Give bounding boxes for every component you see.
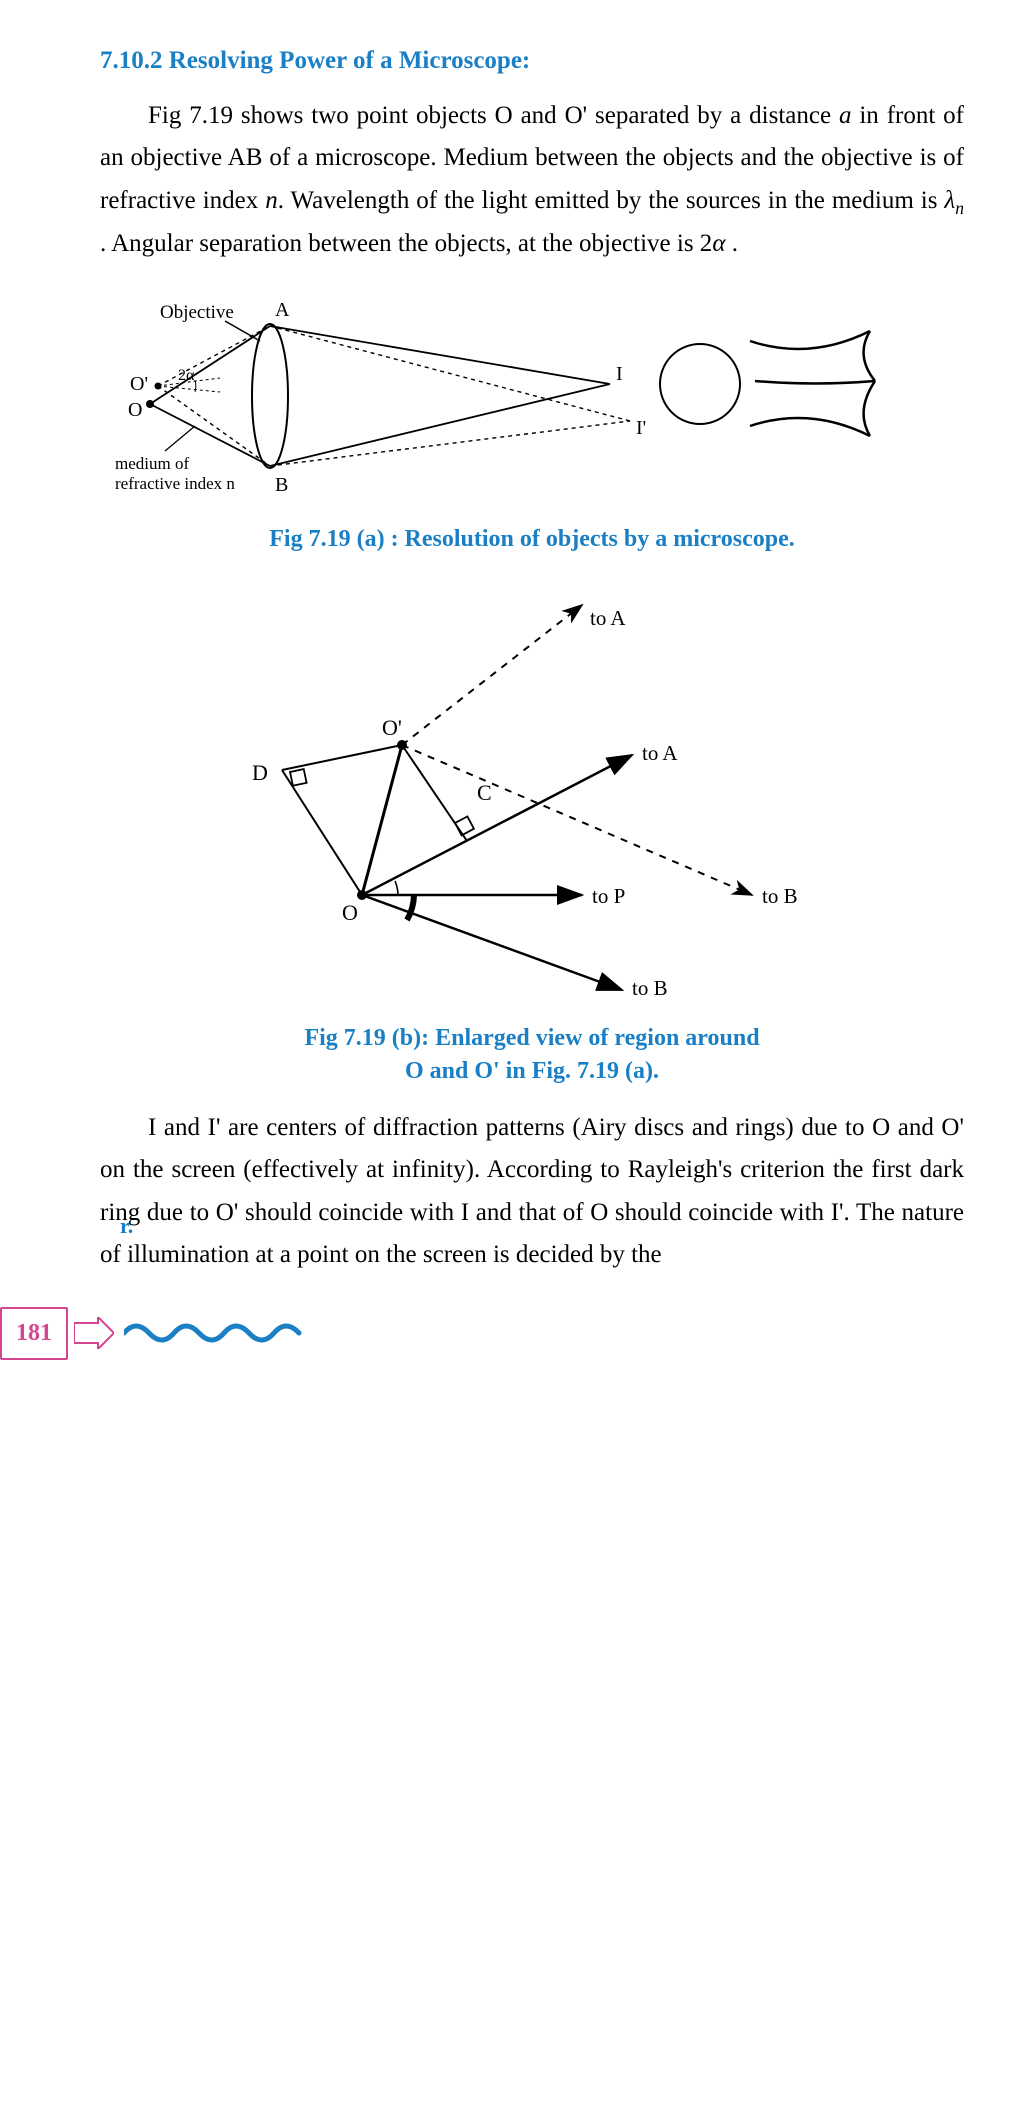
label-2alpha: 2α: [178, 367, 195, 384]
labelb-toB1: to B: [762, 884, 798, 908]
figure-a-caption: Fig 7.19 (a) : Resolution of objects by …: [100, 523, 964, 557]
label-objective: Objective: [160, 302, 234, 323]
labelb-toP: to P: [592, 884, 625, 908]
footer-wave-icon: [124, 1321, 324, 1345]
figure-a-svg: O' O Objective A B 2α medium of refracti…: [100, 286, 880, 506]
labelb-toA2: to A: [642, 741, 678, 765]
label-medium1: medium of: [115, 454, 189, 473]
label-A: A: [275, 299, 290, 321]
paragraph-1: Fig 7.19 shows two point objects O and O…: [100, 95, 964, 266]
footer-arrow-icon: [74, 1317, 114, 1349]
figure-b-svg: O O' to A to B to A to P to B D C: [182, 575, 882, 1005]
labelb-toB2: to B: [632, 976, 668, 1000]
labelb-Oprime: O': [382, 715, 402, 740]
label-Iprime: I': [636, 417, 646, 439]
labelb-toA1: to A: [590, 606, 626, 630]
labelb-O: O: [342, 900, 358, 925]
label-Oprime: O': [130, 373, 148, 395]
label-O: O: [128, 399, 142, 421]
figure-b-caption: Fig 7.19 (b): Enlarged view of region ar…: [100, 1022, 964, 1089]
page-footer: 181: [0, 1307, 964, 1360]
labelb-C: C: [477, 780, 492, 805]
section-heading: 7.10.2 Resolving Power of a Microscope:: [100, 40, 964, 83]
eye-icon: [750, 331, 875, 436]
margin-note-r: r.: [120, 1207, 133, 1244]
label-medium2: refractive index n: [115, 474, 235, 493]
label-I: I: [616, 363, 623, 385]
paragraph-2: I and I' are centers of diffraction patt…: [100, 1107, 964, 1277]
label-B: B: [275, 474, 288, 496]
figure-7-19-a: O' O Objective A B 2α medium of refracti…: [100, 286, 964, 515]
figure-7-19-b: O O' to A to B to A to P to B D C: [100, 575, 964, 1014]
labelb-D: D: [252, 760, 268, 785]
page-number: 181: [0, 1307, 68, 1360]
